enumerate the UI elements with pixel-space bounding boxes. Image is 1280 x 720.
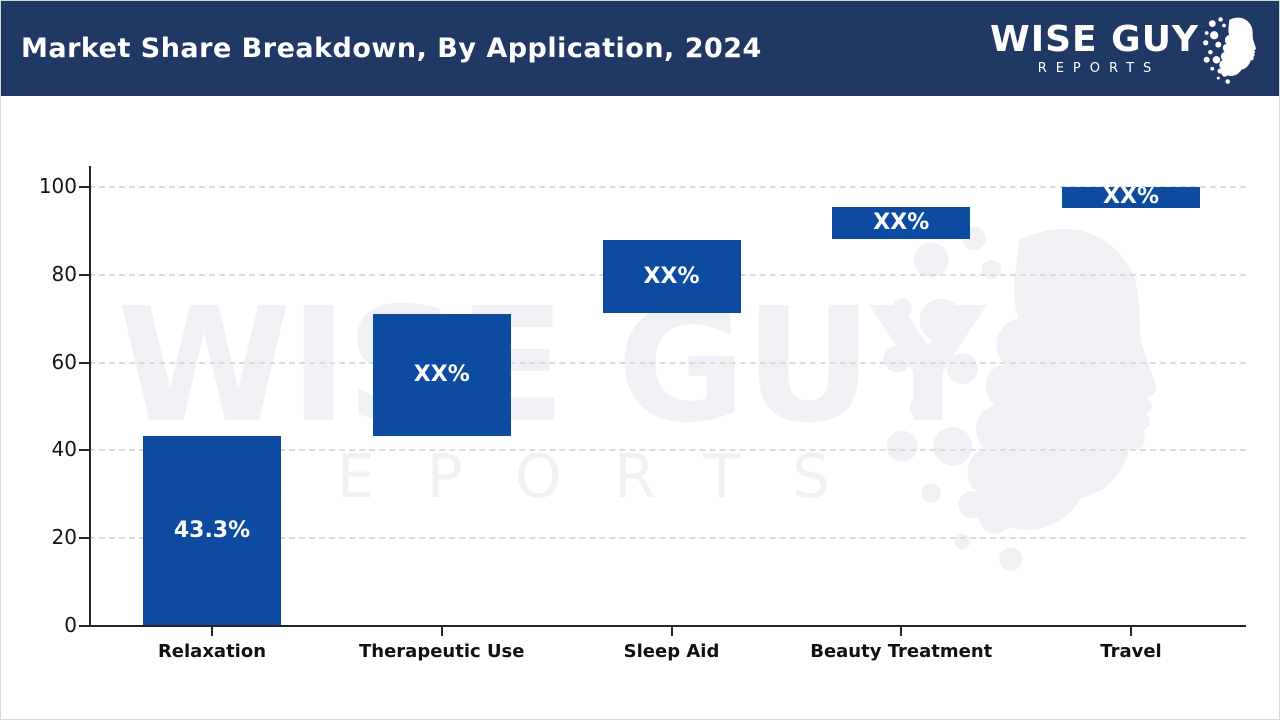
x-tick-mark bbox=[900, 627, 903, 636]
x-category-label: Beauty Treatment bbox=[810, 641, 993, 662]
y-tick-label: 60 bbox=[51, 349, 77, 374]
y-tick-label: 100 bbox=[38, 174, 77, 198]
bar-value-label: XX% bbox=[413, 361, 470, 387]
bar-sleep-aid: XX% bbox=[602, 239, 741, 314]
x-tick-mark bbox=[211, 627, 213, 636]
logo-head-icon bbox=[1203, 17, 1256, 84]
bar-travel: XX% bbox=[1062, 184, 1200, 210]
y-tick-mark bbox=[79, 625, 89, 627]
x-category-label: Travel bbox=[1100, 641, 1162, 662]
brand-subname: REPORTS bbox=[1037, 61, 1161, 76]
bar-value-label: 43.3% bbox=[173, 517, 251, 543]
x-axis-line bbox=[89, 625, 1246, 627]
x-category-label: Sleep Aid bbox=[623, 641, 720, 662]
y-tick-mark bbox=[79, 537, 89, 540]
bar-value-label: XX% bbox=[1103, 184, 1159, 210]
page-title: Market Share Breakdown, By Application, … bbox=[21, 33, 762, 64]
y-gridline bbox=[89, 449, 1246, 452]
brand-logo-text: WISE GUY REPORTS bbox=[989, 19, 1199, 77]
watermark-subtext: REPORTS bbox=[243, 442, 883, 512]
x-tick-mark bbox=[1130, 627, 1132, 636]
x-category-label: Therapeutic Use bbox=[359, 641, 525, 662]
x-category-label: Relaxation bbox=[157, 641, 267, 662]
y-axis-line bbox=[89, 166, 91, 627]
bar-value-label: XX% bbox=[873, 209, 930, 235]
y-tick-mark bbox=[79, 273, 89, 276]
y-gridline bbox=[89, 537, 1246, 540]
brand-name: WISE GUY bbox=[989, 19, 1199, 60]
y-gridline bbox=[89, 361, 1246, 364]
y-tick-mark bbox=[79, 449, 89, 452]
y-tick-mark bbox=[79, 361, 89, 364]
x-tick-mark bbox=[440, 627, 443, 636]
y-tick-label: 80 bbox=[51, 261, 77, 286]
bar-therapeutic-use: XX% bbox=[372, 313, 511, 436]
bar-relaxation: 43.3% bbox=[143, 435, 281, 626]
y-tick-mark bbox=[79, 186, 89, 188]
y-tick-label: 20 bbox=[51, 525, 77, 550]
watermark-head-icon bbox=[883, 223, 1157, 571]
x-tick-mark bbox=[670, 627, 673, 636]
y-gridline bbox=[89, 186, 1246, 188]
brand-logo: WISE GUY REPORTS bbox=[990, 9, 1265, 89]
header-bar: Market Share Breakdown, By Application, … bbox=[1, 1, 1279, 96]
y-tick-label: 40 bbox=[51, 437, 77, 462]
bar-value-label: XX% bbox=[643, 263, 700, 289]
watermark-brand-text: WISE GUY bbox=[117, 274, 985, 458]
bar-beauty-treatment: XX% bbox=[832, 206, 971, 239]
y-tick-label: 0 bbox=[64, 613, 77, 637]
